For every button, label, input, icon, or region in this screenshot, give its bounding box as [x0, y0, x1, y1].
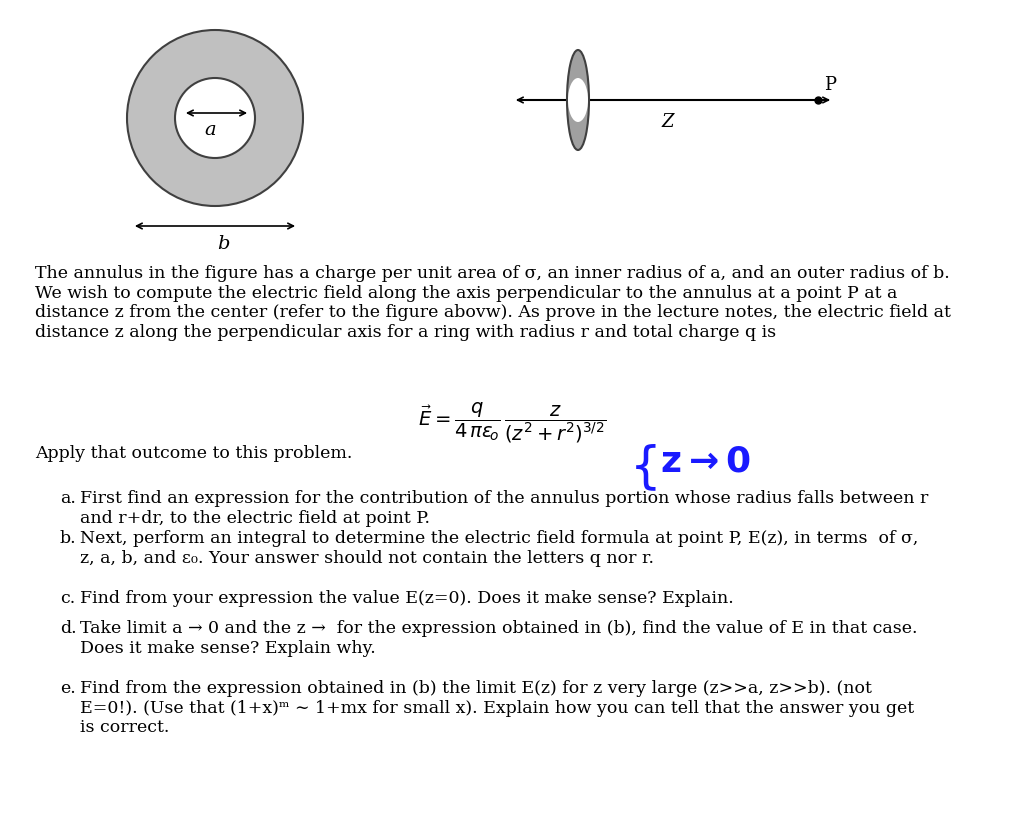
Ellipse shape	[568, 78, 588, 122]
Text: b: b	[217, 235, 229, 253]
Text: $\mathbf{z{\to}0}$: $\mathbf{z{\to}0}$	[660, 445, 751, 479]
Text: Find from your expression the value E(z=0). Does it make sense? Explain.: Find from your expression the value E(z=…	[80, 590, 734, 607]
Text: Find from the expression obtained in (b) the limit E(z) for z very large (z>>a, : Find from the expression obtained in (b)…	[80, 680, 914, 736]
Text: Apply that outcome to this problem.: Apply that outcome to this problem.	[35, 445, 352, 462]
Text: Next, perform an integral to determine the electric field formula at point P, E(: Next, perform an integral to determine t…	[80, 530, 919, 566]
Ellipse shape	[567, 50, 589, 150]
Text: a.: a.	[60, 490, 76, 507]
Circle shape	[127, 30, 303, 206]
Text: The annulus in the figure has a charge per unit area of σ, an inner radius of a,: The annulus in the figure has a charge p…	[35, 265, 951, 341]
Text: $\vec{E}=\dfrac{q}{4\,\pi\varepsilon_{\!o}}\,\dfrac{z}{\left(z^2+r^2\right)^{3/2: $\vec{E}=\dfrac{q}{4\,\pi\varepsilon_{\!…	[418, 400, 606, 445]
Text: c.: c.	[60, 590, 75, 607]
Text: d.: d.	[60, 620, 77, 637]
Text: b.: b.	[60, 530, 77, 547]
Text: P: P	[824, 76, 836, 94]
Text: {: {	[630, 443, 662, 491]
Text: e.: e.	[60, 680, 76, 697]
Circle shape	[175, 78, 255, 158]
Text: a: a	[204, 121, 216, 139]
Text: First find an expression for the contribution of the annulus portion whose radiu: First find an expression for the contrib…	[80, 490, 929, 527]
Text: Take limit a → 0 and the z →  for the expression obtained in (b), find the value: Take limit a → 0 and the z → for the exp…	[80, 620, 918, 657]
Text: Z: Z	[662, 113, 674, 131]
